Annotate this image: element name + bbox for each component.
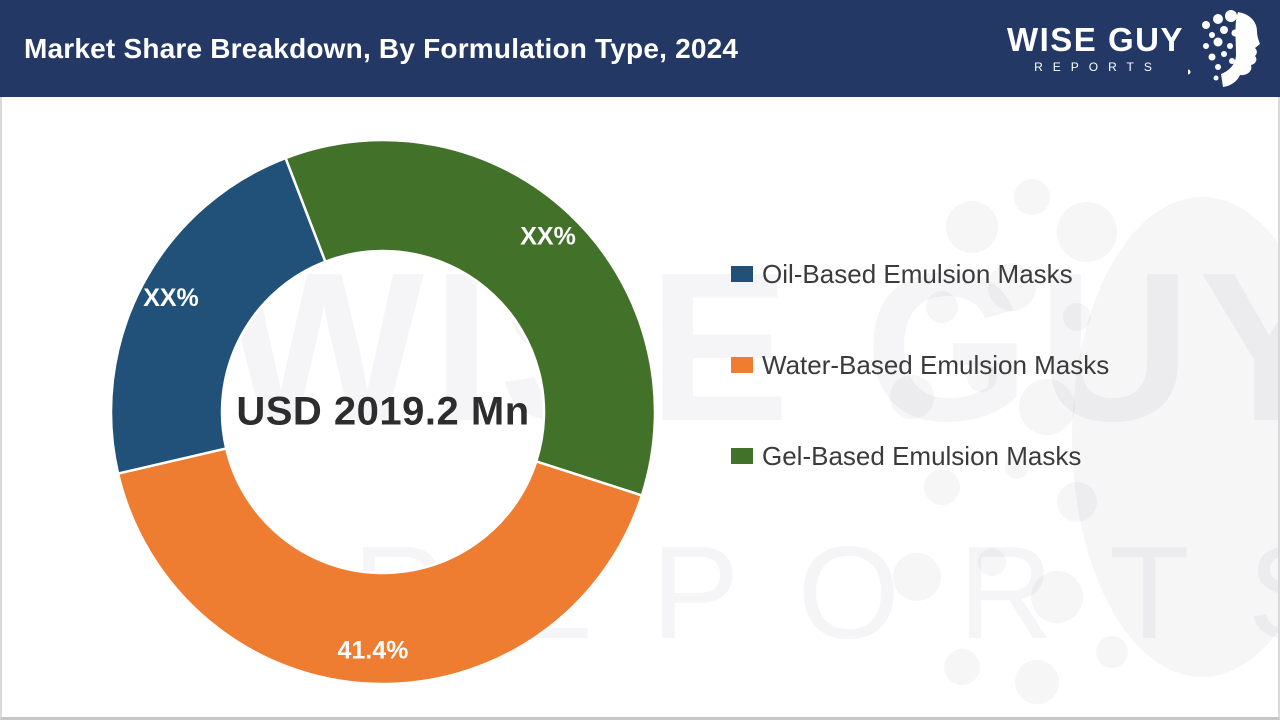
chart-area: WISE GUY REPORTS XX%41.4%XX% USD 2019.2 … [0, 97, 1280, 720]
logo-face-icon [1188, 9, 1260, 87]
legend-swatch-water [731, 357, 753, 373]
brand-logo-text: WISE GUY REPORTS [1007, 23, 1184, 74]
legend-swatch-oil [731, 266, 753, 282]
donut-segment-gel [284, 138, 657, 497]
donut-segment-water [116, 447, 644, 686]
legend-label-oil: Oil-Based Emulsion Masks [762, 258, 1073, 289]
brand-logo: WISE GUY REPORTS [1007, 9, 1262, 89]
legend-swatch-gel [731, 448, 753, 464]
donut-segment-oil [109, 156, 327, 475]
brand-name: WISE GUY [1006, 21, 1184, 58]
legend-label-gel: Gel-Based Emulsion Masks [762, 440, 1082, 471]
segment-label-oil: XX% [143, 284, 199, 312]
donut-chart: XX% 41.4% XX% [109, 138, 657, 686]
chart-legend: Oil-Based Emulsion Masks Water-Based Emul… [731, 258, 1110, 471]
legend-item-water: Water-Based Emulsion Masks [731, 349, 1110, 380]
page-title: Market Share Breakdown, By Formulation T… [24, 32, 739, 64]
segment-label-water: 41.4% [338, 636, 409, 664]
watermark-face-dots [890, 179, 1278, 704]
brand-subtitle: REPORTS [1034, 60, 1162, 74]
chart-center-value: USD 2019.2 Mn [236, 389, 530, 434]
legend-item-oil: Oil-Based Emulsion Masks [731, 258, 1109, 289]
legend-item-gel: Gel-Based Emulsion Masks [731, 440, 1109, 471]
header-bar: Market Share Breakdown, By Formulation T… [0, 0, 1280, 97]
legend-label-water: Water-Based Emulsion Masks [762, 349, 1110, 380]
segment-label-gel: XX% [520, 222, 576, 250]
